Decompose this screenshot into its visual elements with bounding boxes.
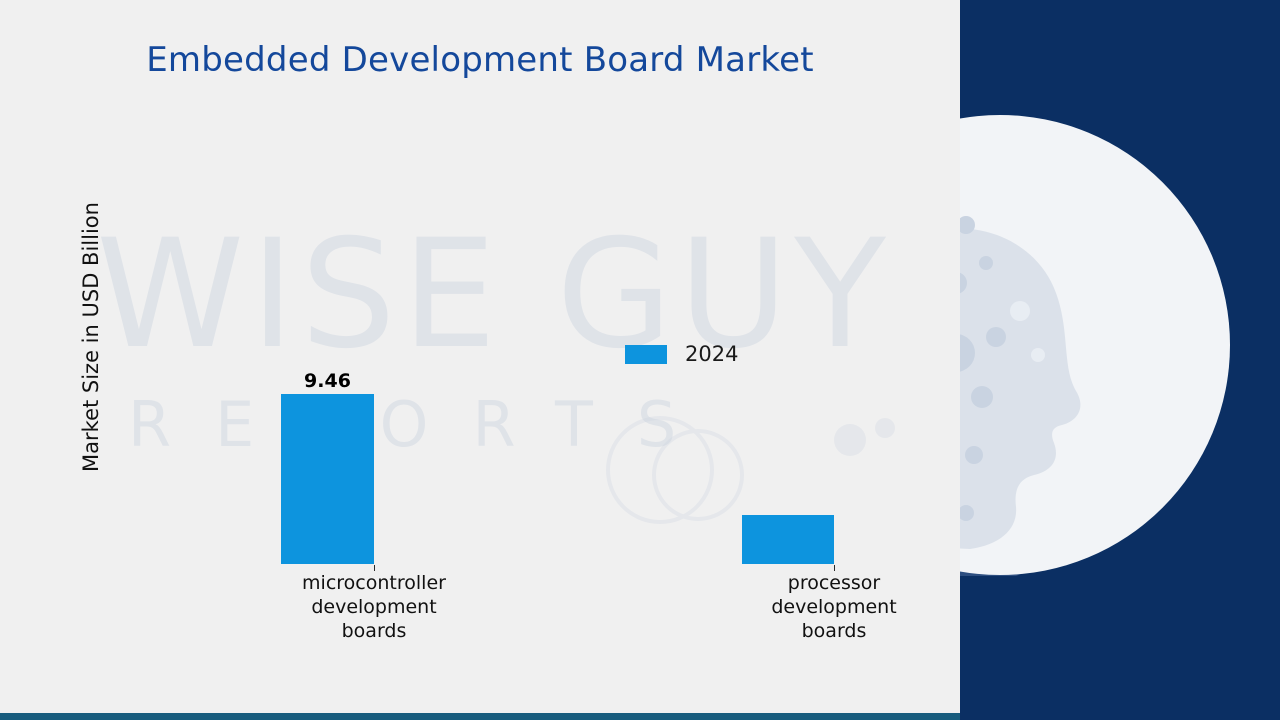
category-label-line: boards bbox=[341, 620, 407, 642]
category-label-line: boards bbox=[801, 620, 867, 642]
axis-tick-2 bbox=[834, 565, 835, 571]
category-label-line: microcontroller bbox=[302, 572, 446, 594]
page-title: Embedded Development Board Market bbox=[146, 40, 814, 80]
axis-tick-1 bbox=[374, 565, 375, 571]
plot-area: 9.46 microcontroller development boards … bbox=[254, 370, 954, 643]
category-label-line: processor bbox=[787, 572, 881, 594]
bar-processor[interactable] bbox=[742, 515, 834, 564]
legend-swatch-2024[interactable] bbox=[625, 344, 667, 364]
category-label-processor: processor development boards bbox=[714, 571, 954, 643]
brand-panel: WISE GUY REPORTS bbox=[960, 0, 1280, 720]
bar-microcontroller[interactable] bbox=[281, 394, 374, 564]
bar-value-microcontroller: 9.46 bbox=[304, 370, 351, 392]
category-label-line: development bbox=[771, 596, 897, 618]
category-label-line: development bbox=[311, 596, 437, 618]
legend: 2024 bbox=[625, 342, 738, 366]
footer-strip bbox=[0, 713, 960, 720]
brain-dots-icon bbox=[960, 216, 1081, 549]
legend-label-2024: 2024 bbox=[685, 342, 739, 366]
category-label-microcontroller: microcontroller development boards bbox=[254, 571, 494, 643]
